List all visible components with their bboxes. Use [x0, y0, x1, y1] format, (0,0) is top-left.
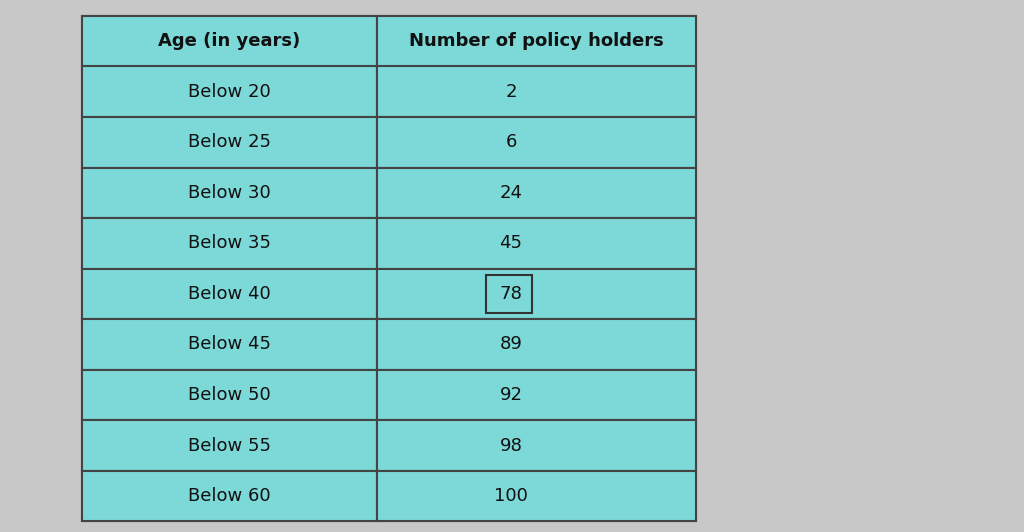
- Bar: [377, 319, 696, 370]
- Text: 89: 89: [500, 336, 522, 353]
- Bar: [82, 471, 377, 521]
- Bar: [82, 117, 377, 168]
- Text: Age (in years): Age (in years): [159, 32, 300, 50]
- Text: 2: 2: [505, 83, 517, 101]
- Text: Below 45: Below 45: [187, 336, 271, 353]
- Bar: [377, 66, 696, 117]
- Text: Below 40: Below 40: [188, 285, 270, 303]
- Bar: [82, 16, 377, 66]
- Bar: [82, 370, 377, 420]
- Bar: [377, 16, 696, 66]
- Text: 24: 24: [500, 184, 522, 202]
- Text: Below 50: Below 50: [188, 386, 270, 404]
- Text: Below 25: Below 25: [187, 134, 271, 151]
- Text: 45: 45: [500, 235, 522, 252]
- Text: Below 60: Below 60: [188, 487, 270, 505]
- Text: 98: 98: [500, 437, 522, 454]
- Text: 78: 78: [500, 285, 522, 303]
- Bar: [485, 275, 531, 313]
- Bar: [82, 16, 696, 521]
- Bar: [82, 218, 377, 269]
- Text: Below 35: Below 35: [187, 235, 271, 252]
- Bar: [377, 420, 696, 471]
- Bar: [82, 319, 377, 370]
- Bar: [82, 420, 377, 471]
- Text: Below 55: Below 55: [187, 437, 271, 454]
- Text: Below 30: Below 30: [188, 184, 270, 202]
- Bar: [377, 370, 696, 420]
- Bar: [377, 471, 696, 521]
- Bar: [377, 168, 696, 218]
- Bar: [377, 269, 696, 319]
- Text: 100: 100: [494, 487, 528, 505]
- Bar: [377, 218, 696, 269]
- Text: Number of policy holders: Number of policy holders: [410, 32, 664, 50]
- Text: 6: 6: [505, 134, 517, 151]
- Bar: [82, 269, 377, 319]
- Text: 92: 92: [500, 386, 522, 404]
- Bar: [82, 66, 377, 117]
- Bar: [82, 168, 377, 218]
- Text: Below 20: Below 20: [188, 83, 270, 101]
- Bar: [377, 117, 696, 168]
